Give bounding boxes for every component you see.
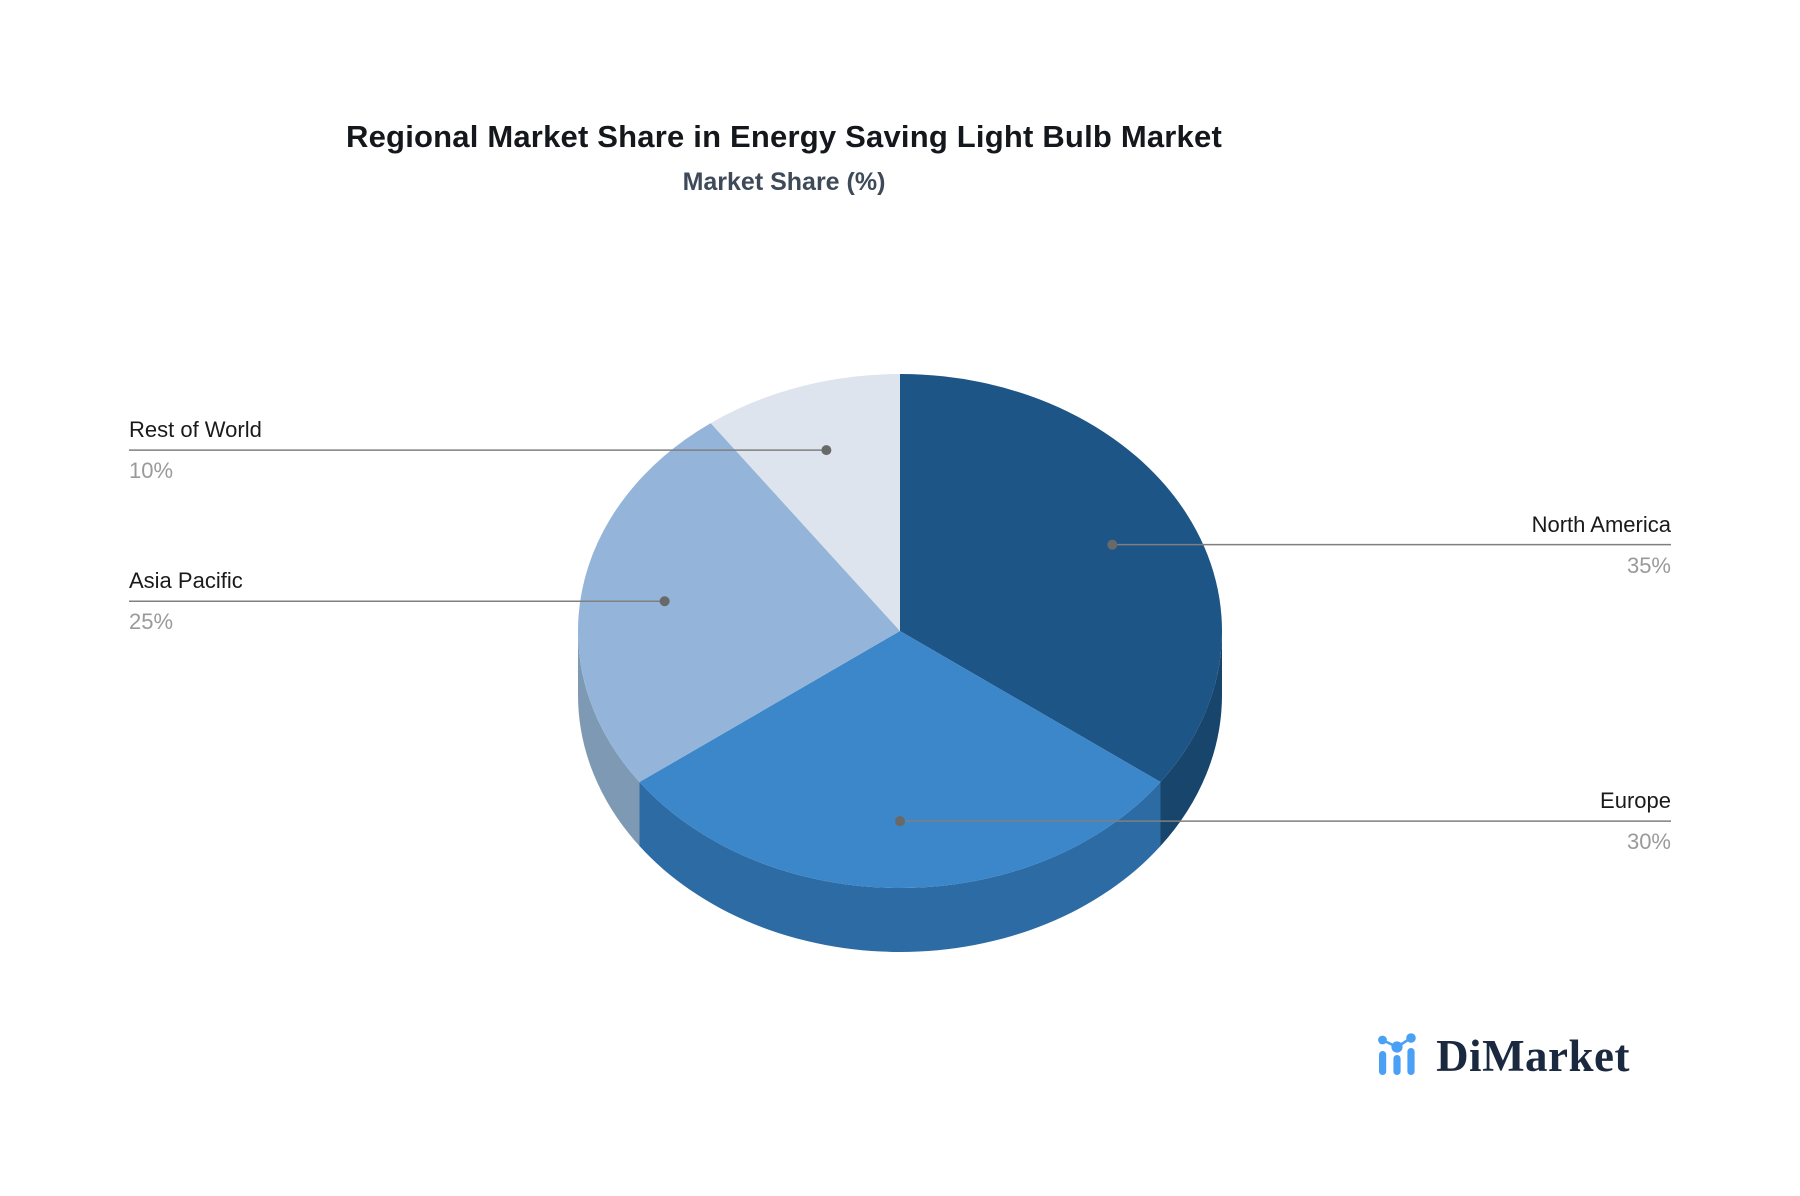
pie-slice-europe[interactable]: [639, 631, 1161, 888]
slice-label-europe: Europe: [1600, 788, 1671, 814]
pie-slice-side-europe: [639, 782, 1161, 952]
pie-slice-north-america[interactable]: [900, 374, 1222, 783]
pie-slice-side-asia-pacific: [578, 631, 640, 847]
leader-dot-north-america: [1107, 539, 1118, 550]
pie-slice-rest-of-world[interactable]: [710, 374, 900, 631]
bar-chart-logo-icon: [1378, 1033, 1416, 1075]
pie-slice-side-north-america: [1160, 631, 1222, 847]
slice-pct-rest-of-world: 10%: [129, 458, 174, 484]
slice-label-rest-of-world: Rest of World: [129, 417, 262, 443]
leader-dot-rest-of-world: [821, 445, 832, 456]
pie-slice-asia-pacific[interactable]: [578, 423, 900, 783]
slice-label-north-america: North America: [1531, 511, 1671, 537]
chart-subtitle: Market Share (%): [682, 168, 886, 196]
chart-title: Regional Market Share in Energy Saving L…: [346, 119, 1222, 154]
slice-pct-asia-pacific: 25%: [129, 609, 174, 635]
slice-pct-europe: 30%: [1626, 829, 1671, 855]
slice-label-asia-pacific: Asia Pacific: [129, 568, 243, 594]
leader-dot-europe: [895, 816, 905, 827]
slice-pct-north-america: 35%: [1626, 552, 1671, 578]
brand-logo: DiMarket: [1366, 1028, 1630, 1084]
brand-name: DiMarket: [1436, 1031, 1630, 1081]
leader-dot-asia-pacific: [659, 596, 670, 607]
